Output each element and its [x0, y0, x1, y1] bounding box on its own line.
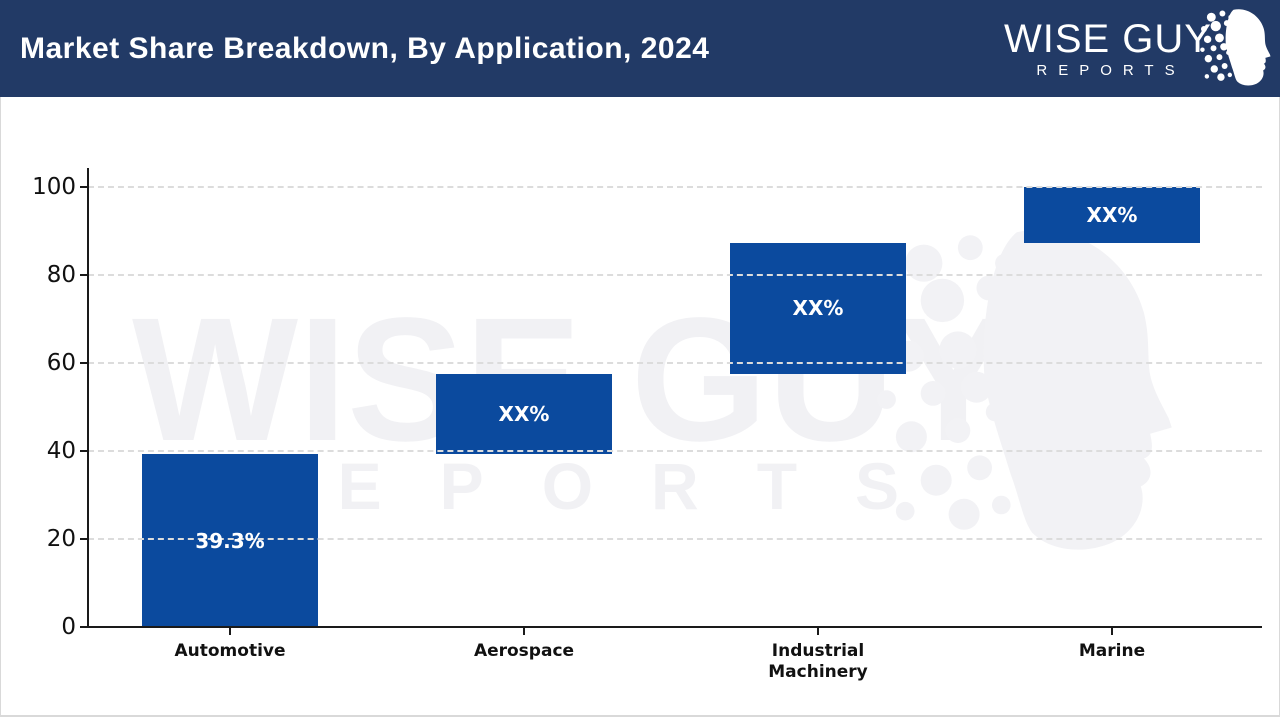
bar-aerospace: [436, 373, 612, 455]
y-tick-mark: [80, 626, 87, 628]
bar-value-label: 39.3%: [195, 528, 265, 553]
y-tick-label: 80: [46, 262, 76, 288]
bottom-divider: [0, 715, 1280, 717]
brand-logo: WISE GUY REPORTS: [1004, 0, 1272, 97]
y-tick-label: 20: [46, 526, 76, 552]
bar-marine: [1024, 187, 1200, 244]
brand-face-icon: [1198, 8, 1272, 90]
page-title: Market Share Breakdown, By Application, …: [20, 31, 710, 65]
bar-value-label: XX%: [792, 296, 844, 321]
y-tick-label: 60: [46, 350, 76, 376]
brand-subtitle: REPORTS: [1036, 62, 1186, 79]
watermark-brand-subtitle: REPORTS: [232, 449, 958, 523]
x-category-label: Industrial Machinery: [768, 641, 868, 683]
y-axis-line: [87, 168, 89, 628]
y-tick-mark: [80, 274, 87, 276]
y-tick-label: 100: [32, 174, 76, 200]
watermark-face-icon: [868, 226, 1178, 567]
bar-value-label: XX%: [498, 401, 550, 426]
brand-name: WISE GUY: [1003, 17, 1212, 61]
gridline: [88, 538, 1262, 540]
bar-value-label: XX%: [1086, 203, 1138, 228]
bar-automotive: [142, 454, 318, 627]
gridline: [88, 186, 1262, 188]
x-category-label: Aerospace: [473, 641, 575, 661]
gridline: [88, 450, 1262, 452]
brand-logo-text: WISE GUY REPORTS: [1004, 19, 1212, 78]
y-tick-label: 40: [46, 438, 76, 464]
x-tick-mark: [1111, 628, 1113, 635]
y-tick-mark: [80, 362, 87, 364]
y-tick-mark: [80, 450, 87, 452]
gridline: [88, 362, 1262, 364]
gridline: [88, 274, 1262, 276]
header-bar: Market Share Breakdown, By Application, …: [0, 0, 1280, 97]
x-tick-mark: [817, 628, 819, 635]
x-axis-line: [87, 626, 1262, 628]
x-tick-mark: [523, 628, 525, 635]
y-tick-mark: [80, 538, 87, 540]
x-tick-mark: [229, 628, 231, 635]
x-category-label: Marine: [1078, 641, 1146, 661]
bar-industrial-machinery: [730, 243, 906, 374]
x-category-label: Automotive: [174, 641, 286, 661]
y-tick-label: 0: [61, 614, 76, 640]
y-tick-mark: [80, 186, 87, 188]
